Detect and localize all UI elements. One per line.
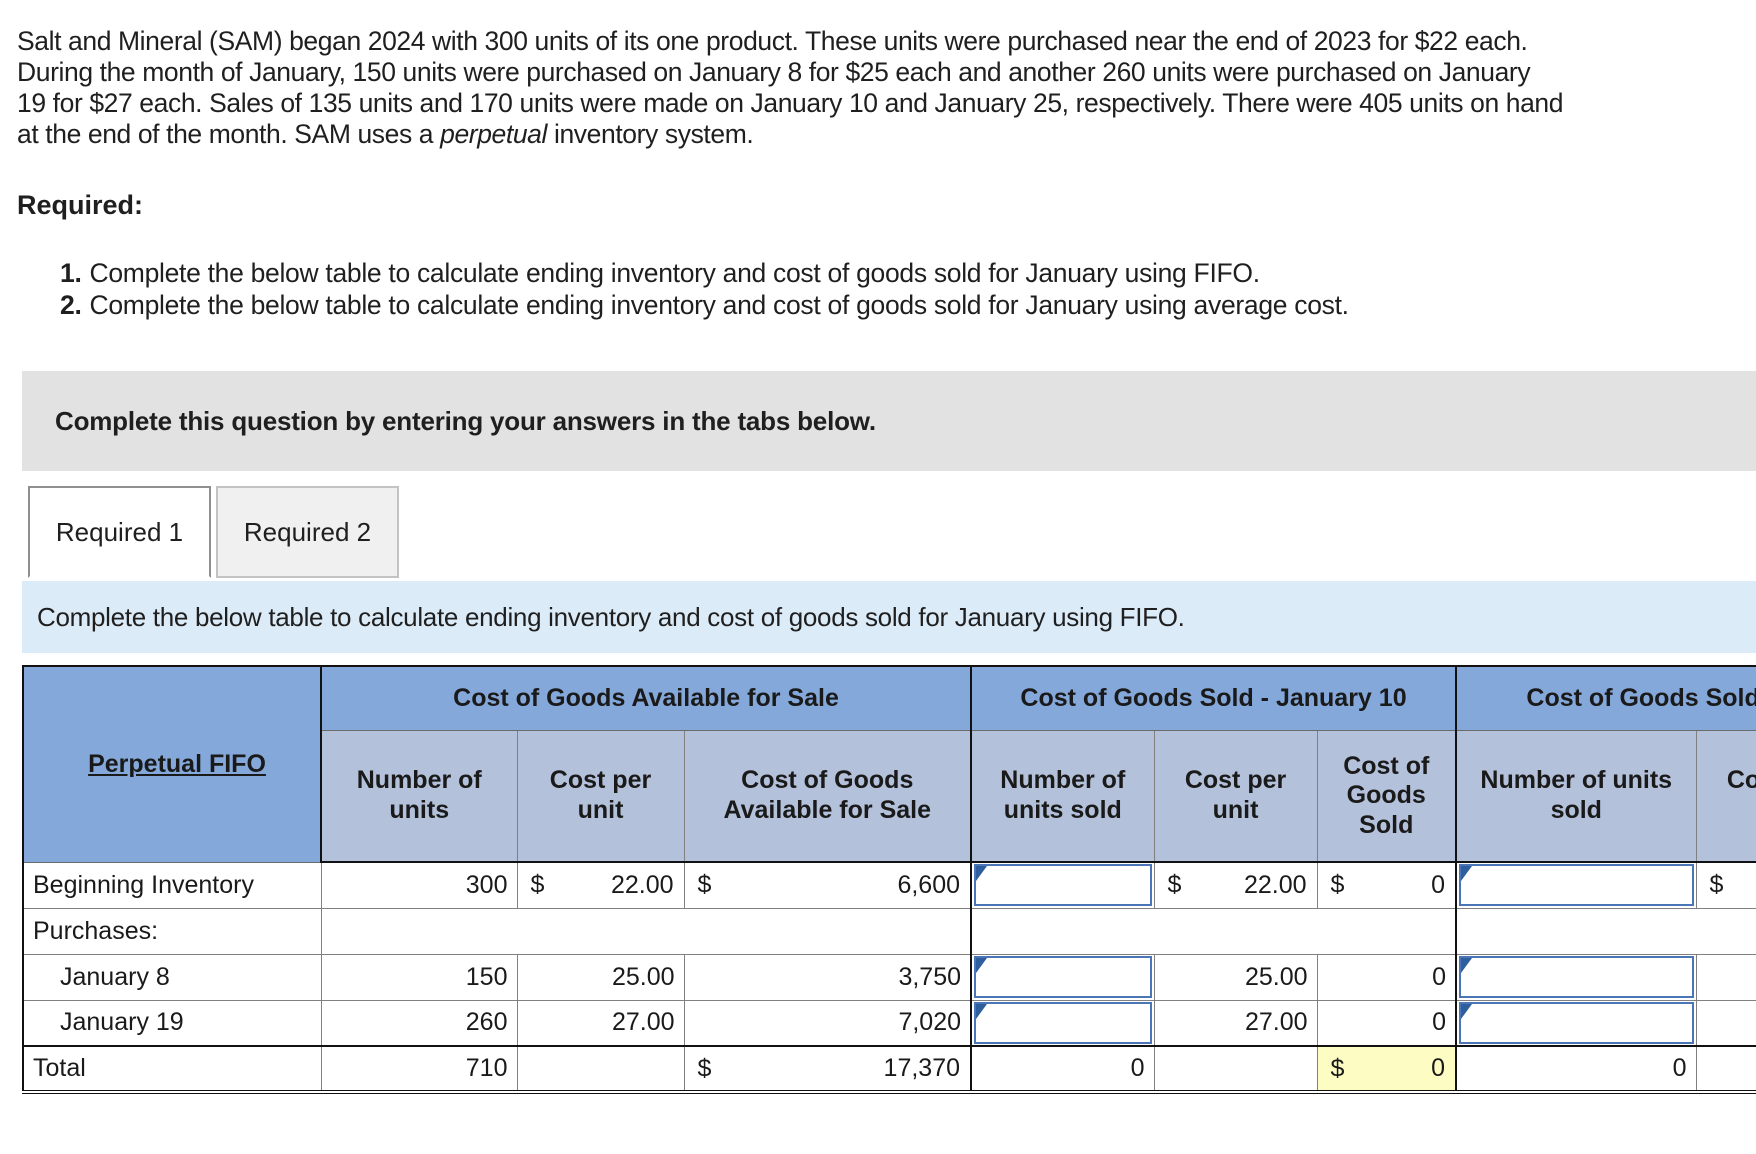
required-heading: Required: bbox=[17, 190, 144, 220]
dollar-sign: $ bbox=[1167, 870, 1182, 899]
beginning-j10-cogs: $0 bbox=[1316, 861, 1457, 909]
dollar-sign: $ bbox=[1330, 870, 1345, 899]
required-item-1: 1. Complete the below table to calculate … bbox=[60, 257, 1756, 289]
beginning-cogs-available: $6,600 bbox=[683, 861, 972, 909]
jan19-units: 260 bbox=[320, 999, 518, 1047]
col-header-j10-units-sold: Number of units sold bbox=[970, 729, 1155, 863]
purchases-blank bbox=[320, 907, 972, 955]
purchases-blank bbox=[1455, 907, 1756, 955]
instruction-bar: Complete the below table to calculate en… bbox=[22, 581, 1756, 653]
cell-j25-units-sold-beginning bbox=[1455, 861, 1697, 909]
row-label-january-8: January 8 bbox=[22, 953, 322, 1001]
problem-text: Salt and Mineral (SAM) began 2024 with 3… bbox=[17, 26, 1564, 149]
table-row: January 19 260 27.00 7,020 27.00 0 bbox=[22, 999, 1756, 1047]
required-item-2-number: 2. bbox=[60, 290, 82, 320]
row-label-purchases: Purchases: bbox=[22, 907, 322, 955]
input-j10-units-sold-jan8[interactable] bbox=[974, 956, 1152, 998]
group-header-cogs-sold-jan25: Cost of Goods Sold - January 25 bbox=[1455, 665, 1756, 731]
jan19-cogs-available: 7,020 bbox=[683, 999, 972, 1047]
tab-required-1[interactable]: Required 1 bbox=[28, 486, 211, 578]
input-j10-units-sold-beginning[interactable] bbox=[974, 864, 1152, 907]
total-j10-cost-per-unit-blank bbox=[1153, 1045, 1318, 1094]
beginning-cost-per-unit: $22.00 bbox=[516, 861, 685, 909]
cell-flag-icon bbox=[1461, 866, 1473, 882]
col-header-j25-units-sold: Number of units sold bbox=[1455, 729, 1697, 863]
group-header-cogs-sold-jan10: Cost of Goods Sold - January 10 bbox=[970, 665, 1457, 731]
row-label-beginning-inventory: Beginning Inventory bbox=[22, 861, 322, 909]
input-j10-units-sold-jan19[interactable] bbox=[974, 1001, 1152, 1044]
col-header-j10-cogs-sold: Cost of Goods Sold bbox=[1316, 729, 1457, 863]
offscreen-cell bbox=[1695, 953, 1756, 1001]
input-j25-units-sold-beginning[interactable] bbox=[1459, 864, 1694, 907]
cell-flag-icon bbox=[976, 958, 988, 973]
cell-flag-icon bbox=[1461, 1003, 1473, 1019]
cell-j10-units-sold-jan8 bbox=[970, 953, 1155, 1001]
total-cost-per-unit-blank bbox=[516, 1045, 685, 1094]
jan19-cost-per-unit: 27.00 bbox=[516, 999, 685, 1047]
input-j25-units-sold-jan8[interactable] bbox=[1459, 956, 1694, 998]
required-item-1-text: Complete the below table to calculate en… bbox=[89, 258, 1261, 288]
total-j10-units-sold: 0 bbox=[970, 1045, 1155, 1094]
group-header-cogs-available: Cost of Goods Available for Sale bbox=[320, 665, 972, 731]
tab-required-2[interactable]: Required 2 bbox=[216, 486, 399, 578]
table-row: January 8 150 25.00 3,750 25.00 0 bbox=[22, 953, 1756, 1001]
perpetual-fifo-table: Perpetual FIFO Cost of Goods Available f… bbox=[22, 665, 1756, 1094]
jan8-cogs-available: 3,750 bbox=[683, 953, 972, 1001]
col-header-number-of-units: Number of units bbox=[320, 729, 518, 863]
col-header-cogs-available: Cost of Goods Available for Sale bbox=[683, 729, 972, 863]
offscreen-cell bbox=[1695, 999, 1756, 1047]
cell-j25-units-sold-jan19 bbox=[1455, 999, 1697, 1047]
table-corner-label: Perpetual FIFO bbox=[22, 665, 322, 863]
jan8-units: 150 bbox=[320, 953, 518, 1001]
dollar-sign: $ bbox=[697, 870, 712, 899]
row-label-total: Total bbox=[22, 1045, 322, 1094]
complete-question-banner: Complete this question by entering your … bbox=[22, 371, 1756, 471]
dollar-sign: $ bbox=[1330, 1054, 1345, 1082]
total-j25-units-sold: 0 bbox=[1455, 1045, 1697, 1094]
beginning-units: 300 bbox=[320, 861, 518, 909]
table-row: Purchases: bbox=[22, 907, 1756, 955]
dollar-sign: $ bbox=[697, 1054, 712, 1082]
dollar-sign: $ bbox=[530, 870, 545, 899]
banner-text: Complete this question by entering your … bbox=[55, 405, 876, 436]
jan8-j10-cost-per-unit: 25.00 bbox=[1153, 953, 1318, 1001]
tab-required-1-label: Required 1 bbox=[55, 516, 184, 547]
tab-required-2-label: Required 2 bbox=[243, 516, 372, 547]
cell-flag-icon bbox=[976, 1003, 988, 1019]
table-row: Beginning Inventory 300 $22.00 $6,600 $2… bbox=[22, 861, 1756, 909]
jan8-j10-cogs: 0 bbox=[1316, 953, 1457, 1001]
purchases-blank bbox=[970, 907, 1457, 955]
dollar-sign: $ bbox=[1709, 870, 1724, 899]
beginning-j10-cost-per-unit: $22.00 bbox=[1153, 861, 1318, 909]
table-row: Total 710 $17,370 0 $0 0 bbox=[22, 1045, 1756, 1094]
cell-j10-units-sold-jan19 bbox=[970, 999, 1155, 1047]
problem-statement: Salt and Mineral (SAM) began 2024 with 3… bbox=[17, 26, 1565, 150]
cell-flag-icon bbox=[976, 866, 988, 882]
col-header-j10-cost-per-unit: Cost per unit bbox=[1153, 729, 1318, 863]
cell-j25-units-sold-jan8 bbox=[1455, 953, 1697, 1001]
total-j10-cogs-highlighted: $0 bbox=[1316, 1045, 1457, 1094]
jan8-cost-per-unit: 25.00 bbox=[516, 953, 685, 1001]
jan19-j10-cost-per-unit: 27.00 bbox=[1153, 999, 1318, 1047]
fifo-table-container: Perpetual FIFO Cost of Goods Available f… bbox=[22, 665, 1756, 1094]
col-header-cost-per-unit: Cost per unit bbox=[516, 729, 685, 863]
offscreen-cell bbox=[1695, 1045, 1756, 1094]
problem-text-end: inventory system. bbox=[547, 119, 754, 149]
instruction-text: Complete the below table to calculate en… bbox=[37, 601, 1185, 632]
col-header-j25-cost-per-unit: Cost per unit bbox=[1695, 729, 1756, 863]
jan19-j10-cogs: 0 bbox=[1316, 999, 1457, 1047]
beginning-j25-cost-per-unit: $ bbox=[1695, 861, 1756, 909]
required-list: 1. Complete the below table to calculate … bbox=[60, 257, 1756, 321]
row-label-january-19: January 19 bbox=[22, 999, 322, 1047]
required-item-2-text: Complete the below table to calculate en… bbox=[89, 290, 1350, 320]
total-units: 710 bbox=[320, 1045, 518, 1094]
problem-text-italic: perpetual bbox=[440, 119, 548, 149]
required-item-2: 2. Complete the below table to calculate … bbox=[60, 289, 1756, 321]
total-cogs-available: $17,370 bbox=[683, 1045, 972, 1094]
tab-bar: Required 1 Required 2 bbox=[28, 486, 1756, 578]
cell-j10-units-sold-beginning bbox=[970, 861, 1155, 909]
required-item-1-number: 1. bbox=[60, 258, 82, 288]
input-j25-units-sold-jan19[interactable] bbox=[1459, 1001, 1694, 1044]
cell-flag-icon bbox=[1461, 958, 1473, 973]
